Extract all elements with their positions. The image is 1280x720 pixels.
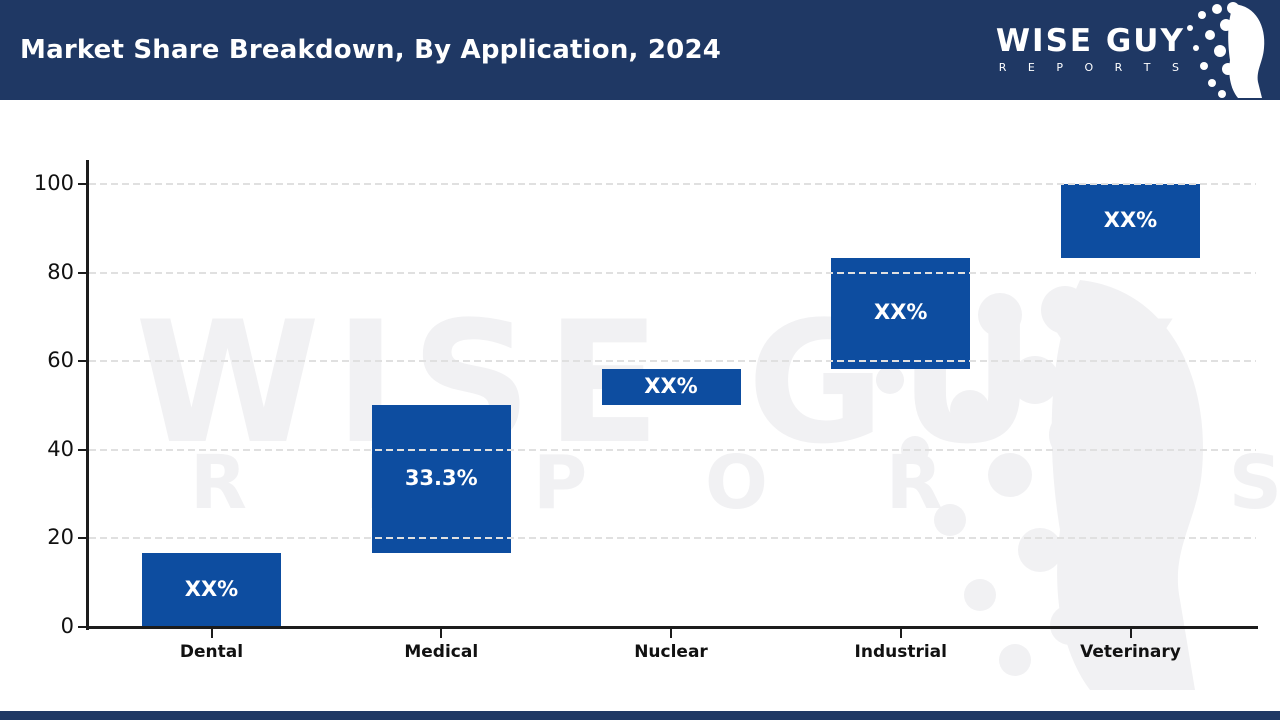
gridline-40: [89, 448, 1256, 451]
y-label-100: 100: [33, 171, 74, 195]
bar-nuclear: XX%: [601, 368, 741, 406]
logo-wordmark: WISE GUY: [995, 23, 1185, 59]
y-label-60: 60: [47, 348, 74, 372]
logo-face-icon: [1187, 2, 1265, 98]
page-title: Market Share Breakdown, By Application, …: [20, 35, 722, 65]
bar-veterinary: XX%: [1061, 184, 1200, 258]
footer-bar: [0, 711, 1280, 720]
x-tick-industrial: [899, 628, 902, 638]
y-label-80: 80: [47, 259, 74, 284]
bar-label-industrial: XX%: [874, 300, 928, 325]
x-label-nuclear: Nuclear: [634, 641, 708, 662]
bar-label-veterinary: XX%: [1103, 207, 1158, 232]
y-label-0: 0: [60, 613, 74, 638]
logo: WISE GUY R E P O R T S: [993, 2, 1266, 98]
bar-label-medical: 33.3%: [404, 465, 478, 490]
x-label-industrial: Industrial: [854, 641, 947, 662]
y-tick-20: [78, 537, 86, 539]
x-label-veterinary: Veterinary: [1080, 641, 1181, 662]
y-label-20: 20: [47, 525, 74, 549]
x-tick-dental: [210, 628, 213, 638]
y-label-40: 40: [47, 436, 74, 461]
x-tick-veterinary: [1129, 628, 1132, 638]
y-tick-0: [78, 625, 86, 628]
y-axis: [86, 160, 89, 630]
x-label-medical: Medical: [404, 641, 479, 662]
x-tick-medical: [440, 628, 443, 638]
gridline-100: [89, 183, 1256, 185]
bar-label-dental: XX%: [184, 576, 239, 601]
y-tick-40: [78, 448, 86, 451]
logo-subtext: R E P O R T S: [998, 61, 1188, 74]
bar-medical: 33.3%: [371, 405, 511, 553]
y-tick-60: [78, 360, 86, 362]
logo-text: WISE GUY R E P O R T S: [993, 23, 1188, 75]
header: Market Share Breakdown, By Application, …: [0, 0, 1280, 100]
x-tick-nuclear: [670, 628, 672, 638]
bar-industrial: XX%: [831, 257, 971, 369]
y-tick-80: [78, 271, 86, 274]
bar-dental: XX%: [142, 552, 281, 627]
gridline-80: [89, 271, 1256, 274]
y-tick-100: [78, 183, 86, 185]
bar-label-nuclear: XX%: [644, 373, 698, 398]
gridline-20: [89, 537, 1256, 539]
x-label-dental: Dental: [179, 641, 244, 662]
x-axis: [86, 625, 1258, 629]
gridline-60: [89, 360, 1256, 362]
